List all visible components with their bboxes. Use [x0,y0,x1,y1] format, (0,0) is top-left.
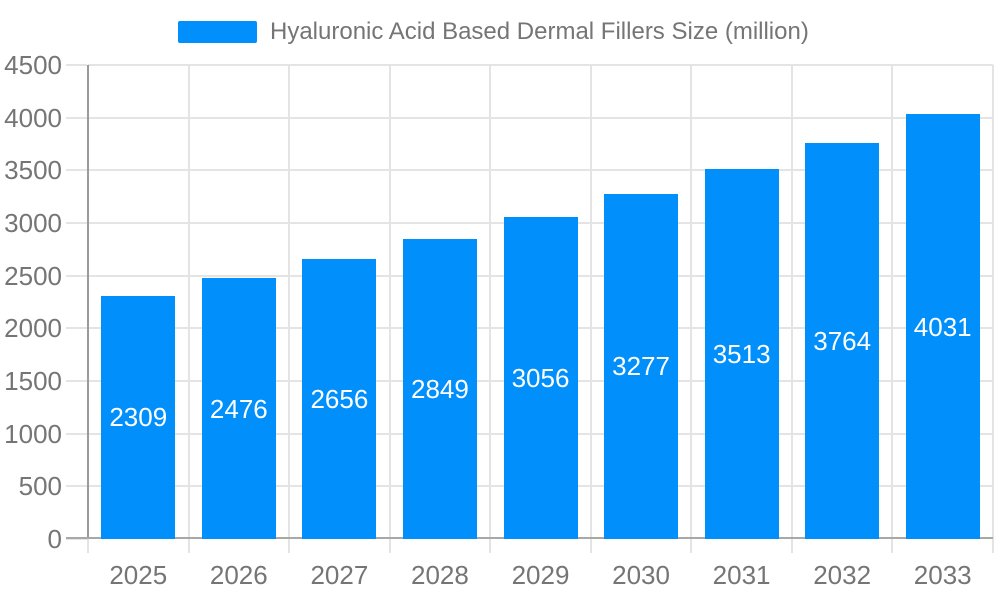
y-axis-line [87,65,89,539]
bar-value-label: 3277 [612,351,670,382]
x-tick-label: 2026 [209,560,268,590]
y-axis-tick [66,116,87,119]
y-tick-label: 4500 [4,50,62,80]
gridline-vertical [589,65,592,553]
bar[interactable] [905,114,980,539]
y-tick-label: 2000 [4,313,62,344]
y-axis-tick [66,380,87,382]
gridline-vertical [790,65,793,553]
y-axis-tick [66,327,87,330]
bar-value-label: 3056 [511,363,570,394]
y-axis-tick [66,169,87,172]
bar[interactable] [302,259,377,539]
bar[interactable] [201,278,276,539]
y-axis-tick [66,432,87,435]
gridline-vertical [891,65,894,553]
chart-legend[interactable]: Hyaluronic Acid Based Dermal Fillers Siz… [178,10,809,54]
bar[interactable] [704,168,779,539]
y-tick-label: 3000 [4,208,62,238]
y-tick-label: 0 [47,524,62,554]
bar[interactable] [402,238,477,539]
bar-value-label: 2476 [209,393,268,424]
y-tick-label: 500 [18,471,62,502]
y-axis-tick [66,274,87,277]
y-tick-label: 1000 [4,418,62,449]
bar[interactable] [101,295,176,539]
gridline-horizontal [88,169,993,172]
bar[interactable] [604,193,679,539]
legend-swatch [178,21,257,43]
bar-value-label: 3764 [813,325,872,356]
gridline-horizontal [88,64,993,66]
x-tick-label: 2025 [109,560,168,590]
bar[interactable] [805,142,880,539]
y-tick-label: 1500 [4,366,62,396]
bar-value-label: 2849 [411,373,469,404]
y-axis-tick [66,538,87,540]
legend-label: Hyaluronic Acid Based Dermal Fillers Siz… [270,18,809,45]
y-axis-tick [66,485,87,488]
x-tick-label: 2031 [712,560,771,590]
bar[interactable] [503,217,578,539]
gridline-vertical [489,65,492,553]
x-tick-label: 2033 [913,560,972,590]
y-axis-tick [66,64,87,66]
y-axis-tick [66,222,87,224]
bar-value-label: 2656 [310,384,369,415]
y-tick-label: 3500 [4,155,62,186]
gridline-horizontal [88,116,993,119]
y-tick-label: 2500 [4,260,62,291]
gridline-vertical [187,65,190,553]
gridline-vertical [690,65,693,553]
x-tick-label: 2032 [813,560,872,590]
x-tick-label: 2029 [511,560,570,590]
gridline-vertical [992,65,994,553]
bar-value-label: 4031 [913,311,972,342]
x-tick-label: 2030 [612,560,670,590]
gridline-vertical [388,65,391,553]
y-tick-label: 4000 [4,102,62,133]
gridline-vertical [288,65,291,553]
bar-value-label: 2309 [109,402,168,433]
bar-value-label: 3513 [712,338,771,369]
x-tick-label: 2027 [310,560,369,590]
x-tick-label: 2028 [411,560,469,590]
